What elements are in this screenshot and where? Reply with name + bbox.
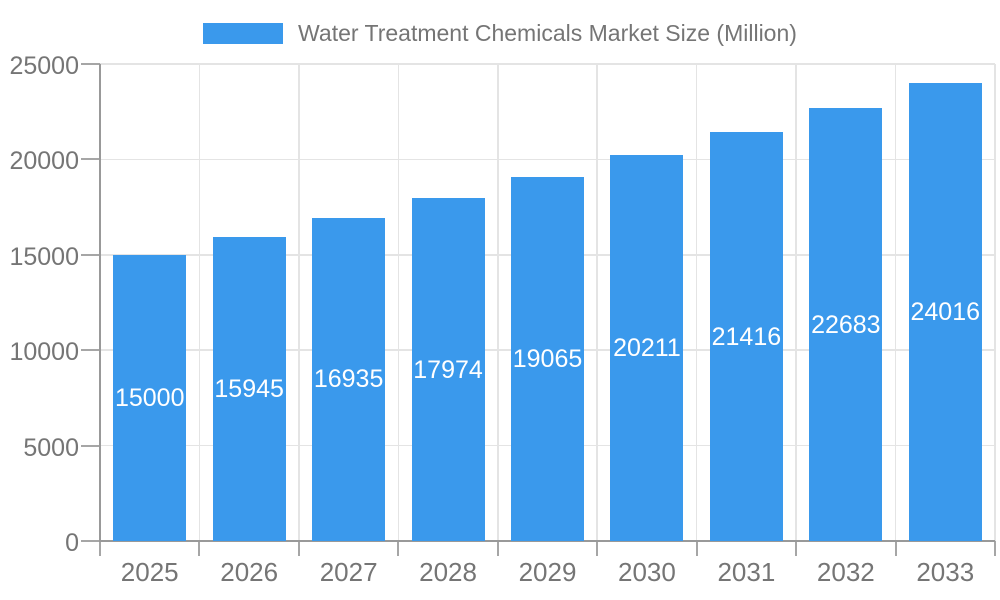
- y-axis-tick: [81, 444, 100, 447]
- y-tick-label: 0: [65, 529, 79, 557]
- gridline-vertical: [795, 64, 797, 541]
- gridline-vertical: [298, 64, 300, 541]
- bar-value-label: 19065: [512, 345, 583, 374]
- bar-value-label: 15000: [114, 383, 185, 412]
- x-axis-tick: [795, 541, 798, 556]
- bar-value-label: 20211: [613, 334, 681, 363]
- bar: [113, 254, 187, 541]
- gridline-vertical: [596, 64, 598, 541]
- x-axis-tick: [99, 541, 101, 556]
- x-tick-label: 2029: [518, 557, 577, 587]
- bar-value-label: 17974: [413, 355, 483, 384]
- bar-value-label: 21416: [711, 322, 782, 351]
- bar: [709, 132, 783, 541]
- y-tick-label: 10000: [9, 338, 79, 367]
- x-axis-tick: [198, 541, 201, 556]
- x-axis-line: [98, 540, 995, 542]
- x-axis-tick: [297, 541, 300, 556]
- x-tick-label: 2033: [916, 557, 975, 587]
- x-tick-label: 2031: [717, 557, 776, 587]
- legend: Water Treatment Chemicals Market Size (M…: [0, 20, 1000, 46]
- bar: [312, 217, 386, 541]
- y-axis-tick: [81, 349, 100, 352]
- legend-swatch: [203, 22, 284, 44]
- gridline-vertical: [497, 64, 499, 541]
- gridline-vertical: [198, 64, 201, 541]
- y-tick-label: 25000: [9, 52, 79, 80]
- legend-label: Water Treatment Chemicals Market Size (M…: [298, 19, 797, 46]
- x-axis-tick: [496, 541, 499, 556]
- bar: [809, 108, 883, 541]
- x-axis-tick: [695, 541, 698, 556]
- x-axis-tick: [894, 541, 897, 556]
- y-tick-label: 20000: [9, 147, 79, 176]
- y-axis-tick: [81, 540, 100, 542]
- y-tick-label: 15000: [9, 242, 79, 271]
- y-axis-tick: [81, 63, 100, 65]
- x-tick-label: 2027: [319, 557, 378, 587]
- x-axis-tick: [596, 541, 599, 556]
- bar: [212, 236, 286, 541]
- x-axis-tick: [397, 541, 400, 556]
- gridline-horizontal: [100, 158, 995, 161]
- bar-value-label: 16935: [313, 365, 384, 394]
- gridline-vertical: [994, 64, 996, 541]
- y-tick-label: 5000: [23, 433, 79, 462]
- bar: [908, 82, 982, 541]
- y-axis-tick: [81, 158, 100, 161]
- x-tick-label: 2028: [419, 557, 477, 587]
- x-tick-label: 2032: [816, 557, 875, 587]
- y-axis-tick: [81, 253, 100, 256]
- gridline-vertical: [397, 64, 400, 541]
- bar: [511, 177, 584, 541]
- x-tick-label: 2026: [220, 557, 279, 587]
- bar: [411, 198, 485, 541]
- gridline-vertical: [894, 64, 897, 541]
- bar-value-label: 22683: [811, 310, 881, 339]
- x-tick-label: 2025: [120, 557, 179, 587]
- gridline-vertical: [695, 64, 698, 541]
- bar-value-label: 24016: [910, 297, 981, 326]
- bar-value-label: 15945: [214, 374, 284, 403]
- y-axis-line: [98, 64, 101, 541]
- gridline-horizontal: [100, 63, 995, 65]
- x-axis-tick: [994, 541, 996, 556]
- x-tick-label: 2030: [618, 557, 676, 587]
- bar: [610, 155, 684, 541]
